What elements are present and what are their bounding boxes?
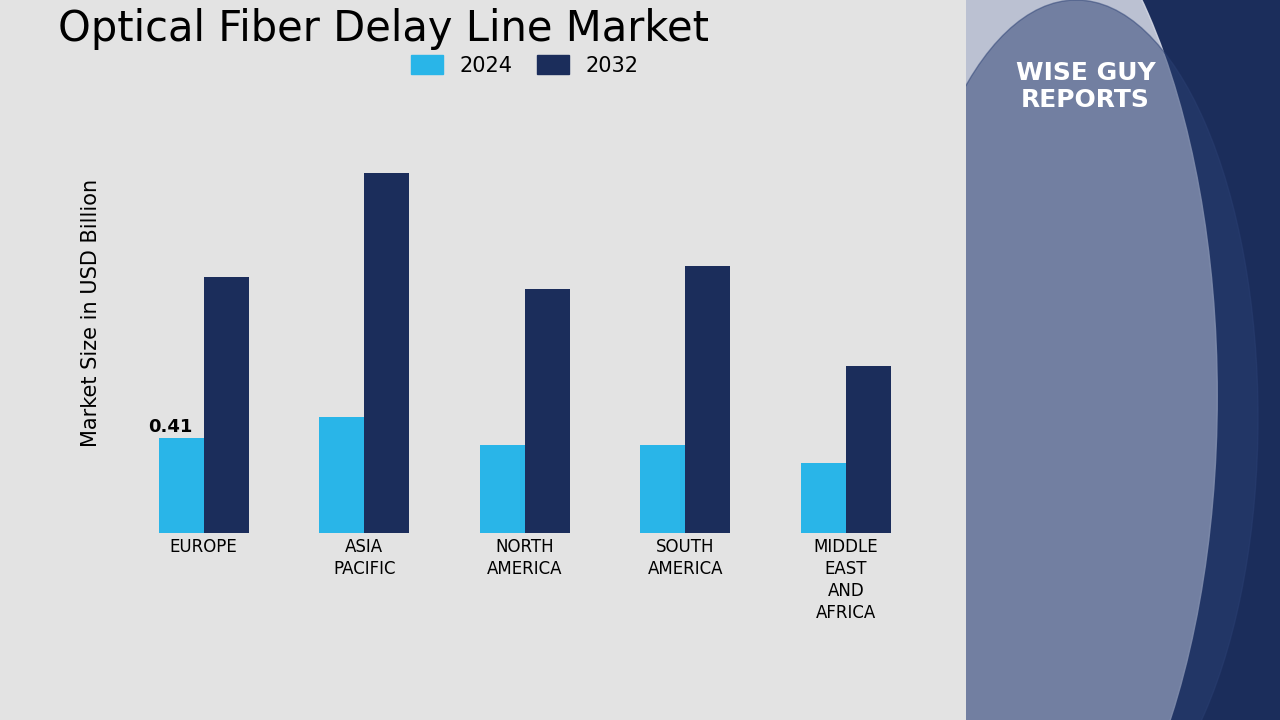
Bar (685, 266, 731, 533)
Text: WISE GUY
REPORTS: WISE GUY REPORTS (1016, 60, 1156, 112)
Circle shape (746, 0, 1217, 720)
Bar (640, 444, 685, 533)
Bar (480, 444, 525, 533)
Text: Optical Fiber Delay Line Market: Optical Fiber Delay Line Market (58, 9, 709, 50)
Bar (525, 289, 570, 533)
Legend: 2024, 2032: 2024, 2032 (403, 47, 646, 84)
Bar (365, 173, 410, 533)
Text: 0.41: 0.41 (147, 418, 192, 436)
Bar (801, 463, 846, 533)
Bar (846, 366, 891, 533)
Bar (204, 277, 248, 533)
Circle shape (895, 0, 1258, 720)
Bar (319, 417, 365, 533)
Y-axis label: Market Size in USD Billion: Market Size in USD Billion (82, 179, 101, 447)
Bar (159, 438, 204, 533)
